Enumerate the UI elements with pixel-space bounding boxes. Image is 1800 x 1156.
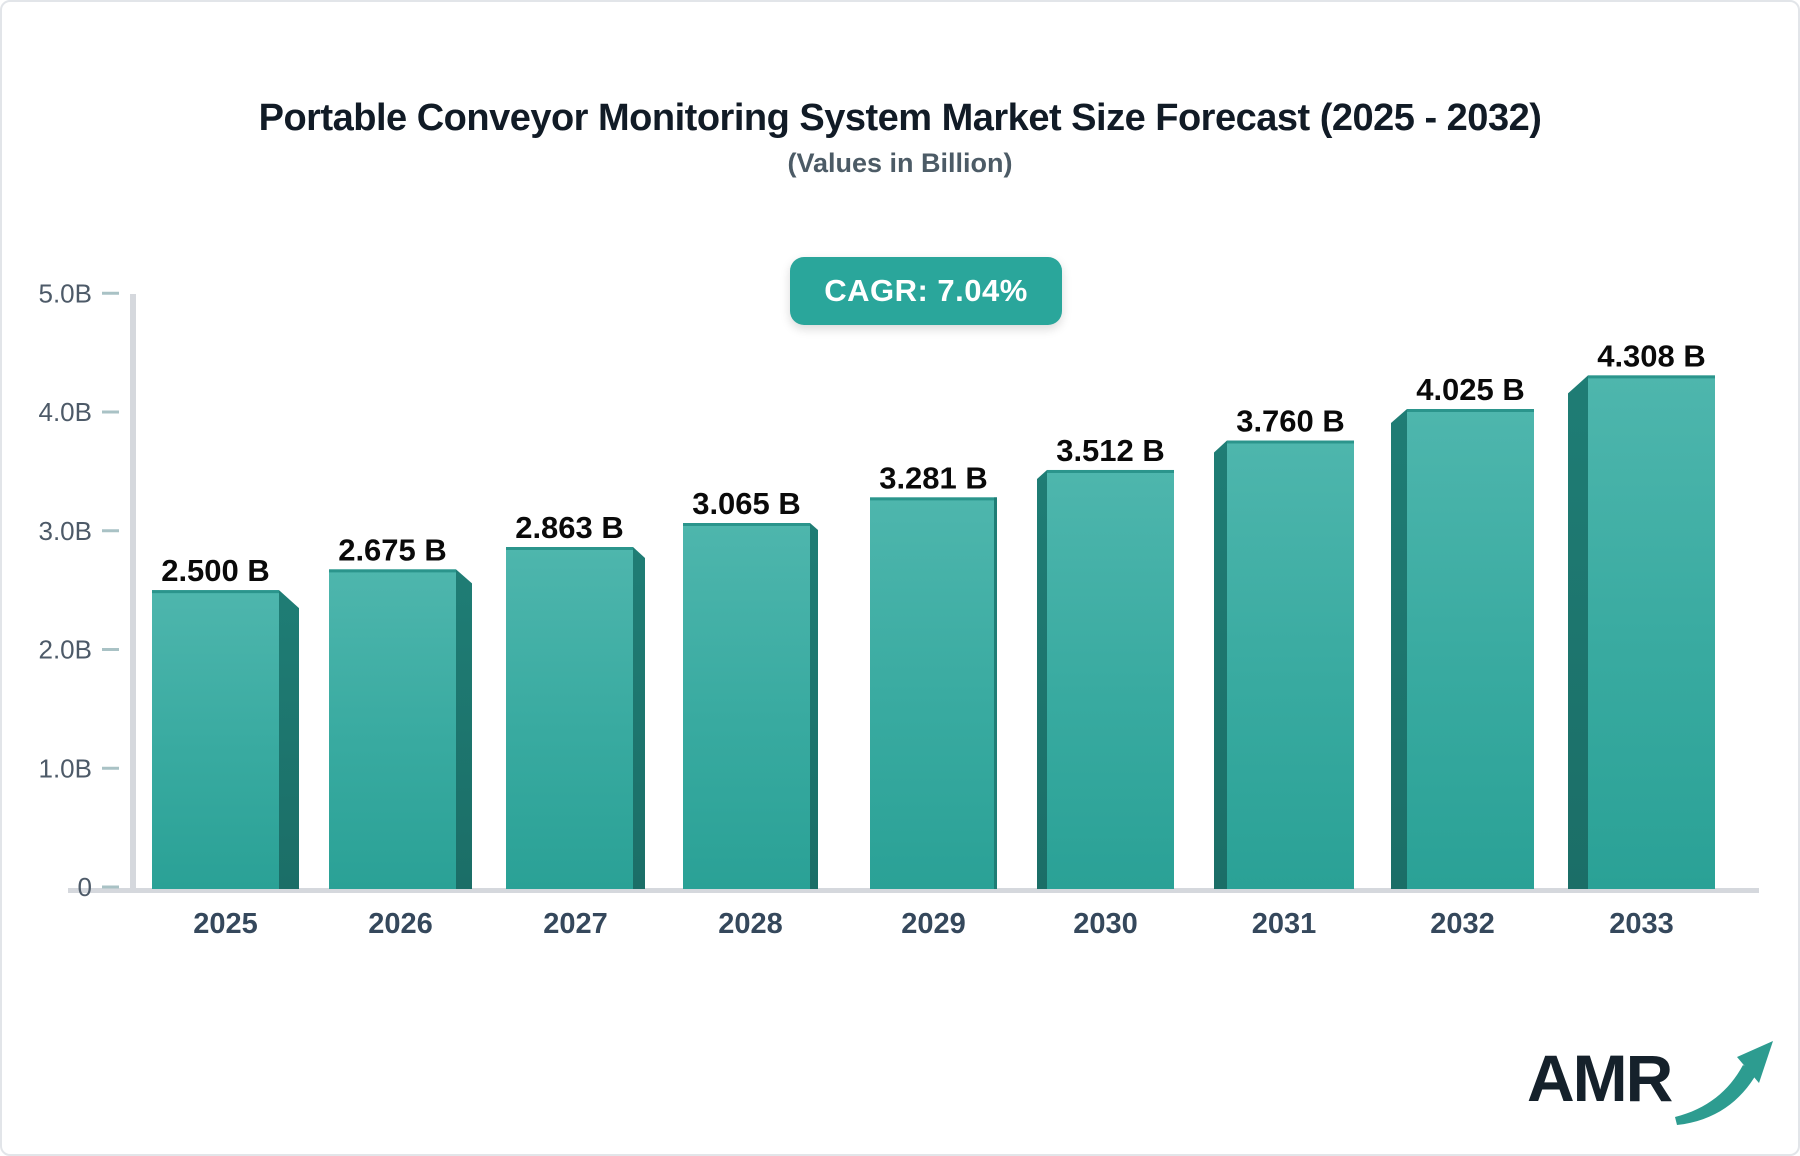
x-axis-label: 2032 bbox=[1430, 908, 1495, 940]
bar-group bbox=[152, 590, 299, 889]
bar bbox=[506, 547, 633, 889]
chart-title: Portable Conveyor Monitoring System Mark… bbox=[258, 97, 1542, 139]
y-tick-label: 4.0B bbox=[39, 397, 93, 427]
growth-arrow-icon bbox=[1675, 1041, 1773, 1125]
bar-side-face bbox=[633, 547, 645, 889]
amr-logo-text: AMR bbox=[1527, 1041, 1673, 1115]
cagr-badge-label: CAGR: 7.04% bbox=[824, 273, 1028, 308]
bar bbox=[329, 569, 456, 889]
x-axis-label: 2027 bbox=[543, 908, 608, 940]
y-tick-label: 1.0B bbox=[39, 753, 93, 783]
x-axis-label: 2029 bbox=[901, 908, 966, 940]
bar-group bbox=[683, 523, 818, 889]
bar-value-label: 2.675 B bbox=[338, 532, 447, 567]
bar-group bbox=[1037, 469, 1174, 889]
y-tick-label: 2.0B bbox=[39, 635, 93, 665]
bar-group bbox=[329, 569, 472, 889]
bar bbox=[1588, 375, 1715, 889]
bar-value-label: 4.308 B bbox=[1597, 338, 1706, 373]
x-axis-label: 2031 bbox=[1252, 908, 1317, 940]
bar-group bbox=[506, 547, 645, 889]
bar-side-face bbox=[1391, 409, 1407, 889]
x-axis-label: 2030 bbox=[1073, 908, 1138, 940]
bar-value-label: 3.281 B bbox=[879, 460, 988, 495]
bar-group bbox=[1391, 409, 1534, 889]
bar-value-label: 2.500 B bbox=[161, 553, 270, 588]
bar-side-face bbox=[1568, 375, 1588, 889]
x-axis-label: 2033 bbox=[1609, 908, 1674, 940]
bar-side-face bbox=[279, 590, 299, 889]
bar bbox=[870, 497, 997, 889]
bar-value-label: 2.863 B bbox=[515, 510, 624, 545]
bar-group bbox=[1568, 375, 1715, 889]
amr-logo: AMR bbox=[1517, 1027, 1777, 1137]
x-axis-label: 2028 bbox=[718, 908, 783, 940]
x-axis-label: 2026 bbox=[368, 908, 433, 940]
bar-side-face bbox=[1037, 469, 1047, 889]
chart-subtitle: (Values in Billion) bbox=[787, 148, 1013, 178]
bar bbox=[1227, 440, 1354, 889]
bar-value-label: 4.025 B bbox=[1416, 372, 1525, 407]
bar-group bbox=[1214, 440, 1354, 889]
y-tick-label: 0 bbox=[78, 872, 92, 902]
bar bbox=[152, 590, 279, 889]
bar-side-face bbox=[1214, 440, 1227, 889]
cagr-badge: CAGR: 7.04% bbox=[790, 257, 1062, 325]
bar-value-label: 3.065 B bbox=[692, 486, 801, 521]
y-tick-label: 3.0B bbox=[39, 516, 93, 546]
bar-side-face bbox=[456, 569, 472, 889]
bar bbox=[1407, 409, 1534, 889]
y-tick-label: 5.0B bbox=[39, 278, 93, 308]
bar-side-face bbox=[810, 523, 818, 889]
x-axis-label: 2025 bbox=[193, 908, 258, 940]
bar-value-label: 3.512 B bbox=[1056, 433, 1165, 468]
bar-group bbox=[870, 497, 997, 889]
bar bbox=[683, 523, 810, 889]
bar bbox=[1047, 469, 1174, 889]
bar-value-label: 3.760 B bbox=[1236, 404, 1345, 439]
